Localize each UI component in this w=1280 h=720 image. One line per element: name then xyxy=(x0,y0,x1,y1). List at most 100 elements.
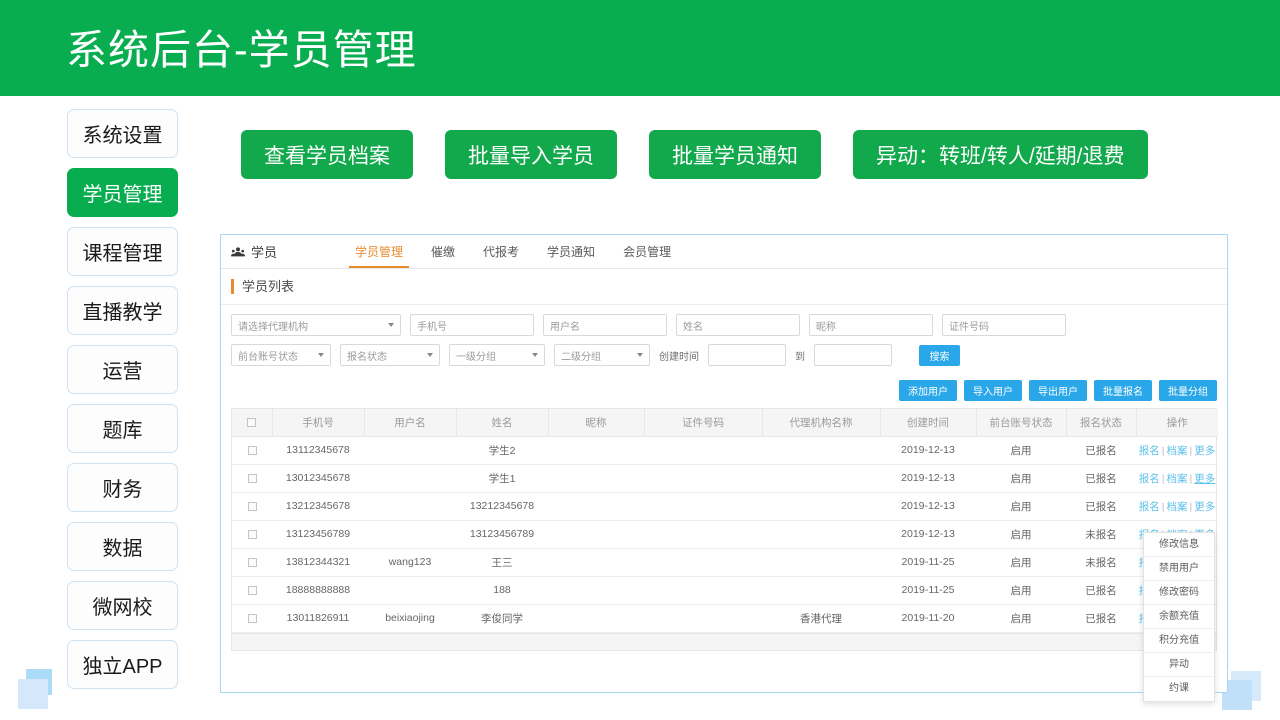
row-checkbox[interactable] xyxy=(247,585,257,595)
list-title: 学员列表 xyxy=(231,279,294,294)
cell-signup-status: 已报名 xyxy=(1066,436,1136,465)
sidebar-item-0[interactable]: 系统设置 xyxy=(67,109,178,158)
row-more-link[interactable]: 更多 xyxy=(1194,444,1216,457)
cell-id-number xyxy=(644,548,762,577)
sidebar-item-8[interactable]: 微网校 xyxy=(67,581,178,630)
row-signup-link[interactable]: 报名 xyxy=(1138,500,1160,513)
row-checkbox-cell[interactable] xyxy=(232,604,272,633)
tab-0[interactable]: 学员管理 xyxy=(341,235,417,269)
sidebar-item-7[interactable]: 数据 xyxy=(67,522,178,571)
tab-2[interactable]: 代报考 xyxy=(483,244,520,259)
field-text: 一级分组 xyxy=(456,351,496,363)
row-checkbox-cell[interactable] xyxy=(232,464,272,493)
row-checkbox-cell[interactable] xyxy=(232,548,272,577)
table-body: 13112345678 学生2 2019-12-13 启用 已报名 报名 | 档案 | 更多 130… xyxy=(232,436,1218,633)
action-button-3[interactable]: 批量报名 xyxy=(1094,380,1152,401)
agency-select[interactable]: 请选择代理机构 xyxy=(231,314,401,336)
cell-id-number xyxy=(644,492,762,521)
dropdown-item-1[interactable]: 禁用用户 xyxy=(1144,557,1214,581)
cell-nickname xyxy=(548,604,644,633)
sidebar: 系统设置学员管理课程管理直播教学运营题库财务数据微网校独立APP xyxy=(67,109,178,699)
dropdown-item-5[interactable]: 异动 xyxy=(1144,653,1214,677)
row-checkbox[interactable] xyxy=(247,529,257,539)
sidebar-item-4[interactable]: 运营 xyxy=(67,345,178,394)
action-button-4[interactable]: 批量分组 xyxy=(1159,380,1217,401)
nickname-input[interactable]: 昵称 xyxy=(809,314,933,336)
row-more-link[interactable]: 更多 xyxy=(1194,472,1216,485)
table-header-row: 手机号 用户名 姓名 昵称 证件号码 代理机构名称 创建时间 前台账号状态 报名状态 操作 xyxy=(232,409,1218,437)
tab-3[interactable]: 学员通知 xyxy=(547,244,596,259)
dropdown-item-6[interactable]: 约课 xyxy=(1169,683,1189,694)
cell-signup-status: 已报名 xyxy=(1066,464,1136,493)
cell-real-name: 学生1 xyxy=(456,464,548,493)
sidebar-item-5[interactable]: 题库 xyxy=(67,404,178,453)
sidebar-item-9[interactable]: 独立APP xyxy=(67,640,178,689)
sidebar-item-2[interactable]: 课程管理 xyxy=(67,227,178,276)
ops-separator: | xyxy=(1161,444,1165,457)
cell-operations: 报名|档案|更多 xyxy=(1136,492,1218,521)
dropdown-item-2[interactable]: 修改密码 xyxy=(1144,581,1214,605)
dropdown-item-0[interactable]: 修改信息 xyxy=(1144,533,1214,557)
student-table: 手机号 用户名 姓名 昵称 证件号码 代理机构名称 创建时间 前台账号状态 报名状态 操作 131… xyxy=(232,409,1218,633)
username-input[interactable]: 用户名 xyxy=(543,314,667,336)
row-checkbox-cell[interactable] xyxy=(232,436,272,465)
page-banner: 系统后台-学员管理 xyxy=(0,0,1280,96)
search-button[interactable]: 搜索 xyxy=(919,344,960,366)
action-button-2[interactable]: 导出用户 xyxy=(1029,380,1087,401)
cell-phone: 13012345678 xyxy=(272,464,364,493)
dropdown-item-4[interactable]: 积分充值 xyxy=(1144,629,1214,653)
group1-select[interactable]: 一级分组 xyxy=(449,344,545,366)
dropdown-item-3[interactable]: 余额充值 xyxy=(1144,605,1214,629)
created-from-input[interactable] xyxy=(708,344,786,366)
sidebar-item-6[interactable]: 财务 xyxy=(67,463,178,512)
row-checkbox[interactable] xyxy=(247,501,257,511)
row-archive-link[interactable]: 档案 xyxy=(1166,472,1188,485)
cell-username xyxy=(364,520,456,549)
signup-status-select[interactable]: 报名状态 xyxy=(340,344,440,366)
row-checkbox-cell[interactable] xyxy=(232,520,272,549)
select-all-checkbox[interactable] xyxy=(247,417,257,427)
cell-nickname xyxy=(548,464,644,493)
field-text: 请选择代理机构 xyxy=(238,321,308,333)
cell-real-name: 学生2 xyxy=(456,436,548,465)
top-button-2[interactable]: 批量学员通知 xyxy=(649,130,821,179)
row-checkbox-cell[interactable] xyxy=(232,492,272,521)
idcard-input[interactable]: 证件号码 xyxy=(942,314,1066,336)
row-archive-link[interactable]: 档案 xyxy=(1166,444,1188,457)
realname-input[interactable]: 姓名 xyxy=(676,314,800,336)
top-button-3[interactable]: 异动：转班/转人/延期/退费 xyxy=(853,130,1148,179)
account-status-select[interactable]: 前台账号状态 xyxy=(231,344,331,366)
tab-1[interactable]: 催缴 xyxy=(431,244,456,259)
row-more-dropdown-menu[interactable]: 修改信息 禁用用户 修改密码 余额充值 积分充值 异动约课 xyxy=(1143,532,1215,702)
panel-brand: 学员 xyxy=(221,242,341,261)
top-button-1[interactable]: 批量导入学员 xyxy=(445,130,617,179)
row-checkbox[interactable] xyxy=(247,557,257,567)
action-button-0[interactable]: 添加用户 xyxy=(899,380,957,401)
created-to-input[interactable] xyxy=(814,344,892,366)
cell-operations: 报名|档案|更多 xyxy=(1136,464,1218,493)
row-checkbox-cell[interactable] xyxy=(232,576,272,605)
tab-4[interactable]: 会员管理 xyxy=(623,244,672,259)
row-signup-link[interactable]: 报名 xyxy=(1138,472,1160,485)
sidebar-item-label: 学员管理 xyxy=(82,184,163,206)
cell-agency-name xyxy=(762,464,880,493)
group2-select[interactable]: 二级分组 xyxy=(554,344,650,366)
row-checkbox[interactable] xyxy=(247,473,257,483)
sidebar-item-1[interactable]: 学员管理 xyxy=(67,168,178,217)
cell-agency-name xyxy=(762,548,880,577)
row-checkbox[interactable] xyxy=(247,445,257,455)
table-header-cell-0[interactable] xyxy=(232,409,273,437)
row-archive-link[interactable]: 档案 xyxy=(1166,500,1188,513)
sidebar-item-label: 财务 xyxy=(102,479,143,501)
row-more-link[interactable]: 更多 xyxy=(1194,500,1216,513)
row-signup-link[interactable]: 报名 xyxy=(1138,444,1160,457)
phone-input[interactable]: 手机号 xyxy=(410,314,534,336)
chevron-down-icon xyxy=(388,323,394,327)
row-checkbox[interactable] xyxy=(247,613,257,623)
top-button-0[interactable]: 查看学员档案 xyxy=(241,130,413,179)
cell-account-status: 启用 xyxy=(976,576,1066,605)
action-button-1[interactable]: 导入用户 xyxy=(964,380,1022,401)
chevron-down-icon xyxy=(532,353,538,357)
sidebar-item-3[interactable]: 直播教学 xyxy=(67,286,178,335)
